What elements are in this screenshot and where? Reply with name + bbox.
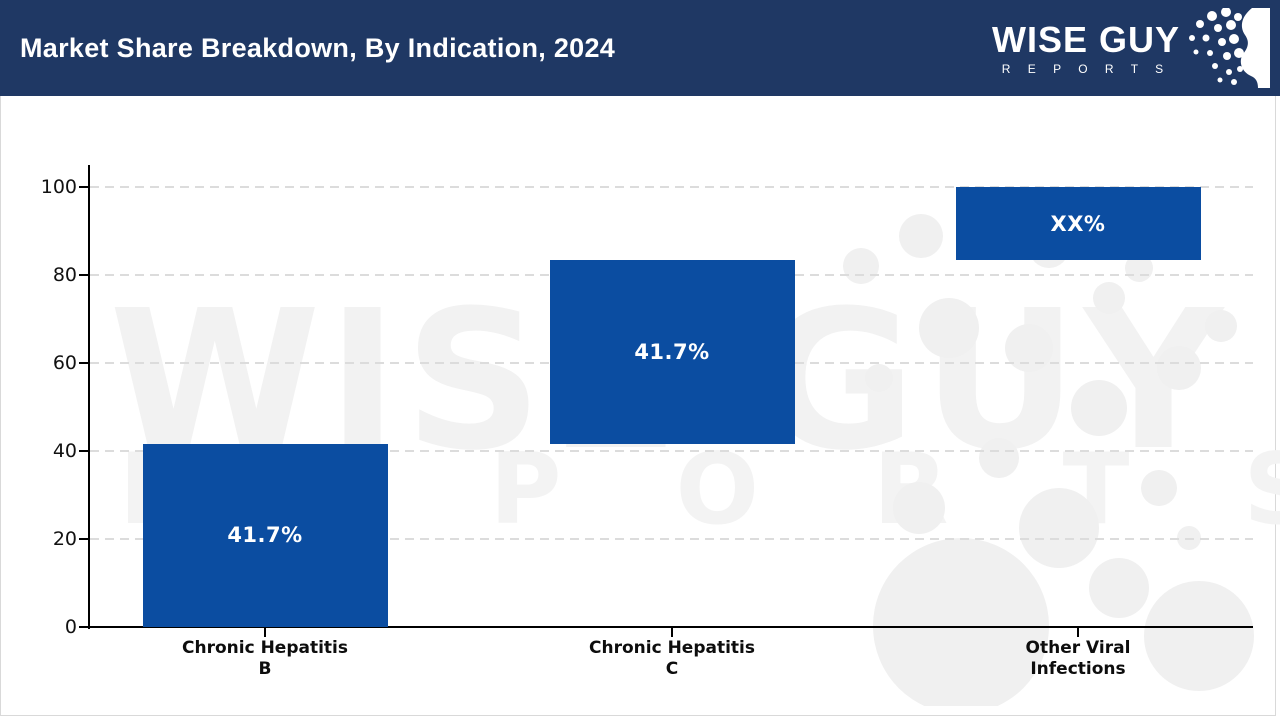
y-tick-label-40: 40	[52, 440, 77, 462]
y-tick-20	[79, 538, 89, 540]
bar-1: 41.7%	[142, 443, 388, 627]
bar-label-3: XX%	[1050, 211, 1106, 236]
x-axis-line	[88, 626, 1253, 628]
gridline-20	[90, 538, 1253, 540]
brand-logo-text: WISE GUY R E P O R T S	[991, 18, 1180, 76]
y-tick-label-100: 100	[40, 176, 77, 198]
brand-subname: R E P O R T S	[1001, 61, 1171, 76]
header-bar: Market Share Breakdown, By Indication, 2…	[0, 0, 1280, 96]
x-tick-3	[1077, 628, 1079, 637]
y-axis-line	[88, 165, 90, 629]
y-tick-label-0: 0	[64, 616, 77, 638]
watermark-dots	[843, 206, 1254, 706]
y-tick-label-20: 20	[52, 528, 77, 550]
x-tick-2	[671, 628, 673, 637]
y-tick-100	[79, 186, 89, 188]
y-tick-40	[79, 450, 89, 452]
x-category-label-2: Chronic Hepatitis C	[589, 638, 755, 679]
dotted-face-icon	[1189, 8, 1270, 88]
bar-label-2: 41.7%	[634, 339, 710, 364]
chart-area: WISE GUY R E P O R T S 0 20 40 60 80 100 41.7%…	[0, 96, 1280, 716]
brand-logo: WISE GUY R E P O R T S	[992, 8, 1270, 88]
bar-label-1: 41.7%	[227, 523, 303, 548]
gridline-100	[90, 186, 1253, 188]
bar-3: XX%	[955, 187, 1201, 261]
gridline-40	[90, 450, 1253, 452]
y-tick-label-80: 80	[52, 264, 77, 286]
y-tick-60	[79, 362, 89, 364]
bar-2: 41.7%	[549, 260, 795, 444]
y-tick-label-60: 60	[52, 352, 77, 374]
page-title: Market Share Breakdown, By Indication, 2…	[20, 33, 616, 63]
y-tick-0	[79, 626, 89, 628]
x-category-label-3: Other Viral Infections	[1025, 638, 1131, 679]
brand-name: WISE GUY	[991, 18, 1180, 60]
x-tick-1	[264, 628, 266, 637]
y-tick-80	[79, 274, 89, 276]
x-category-label-1: Chronic Hepatitis B	[182, 638, 348, 679]
